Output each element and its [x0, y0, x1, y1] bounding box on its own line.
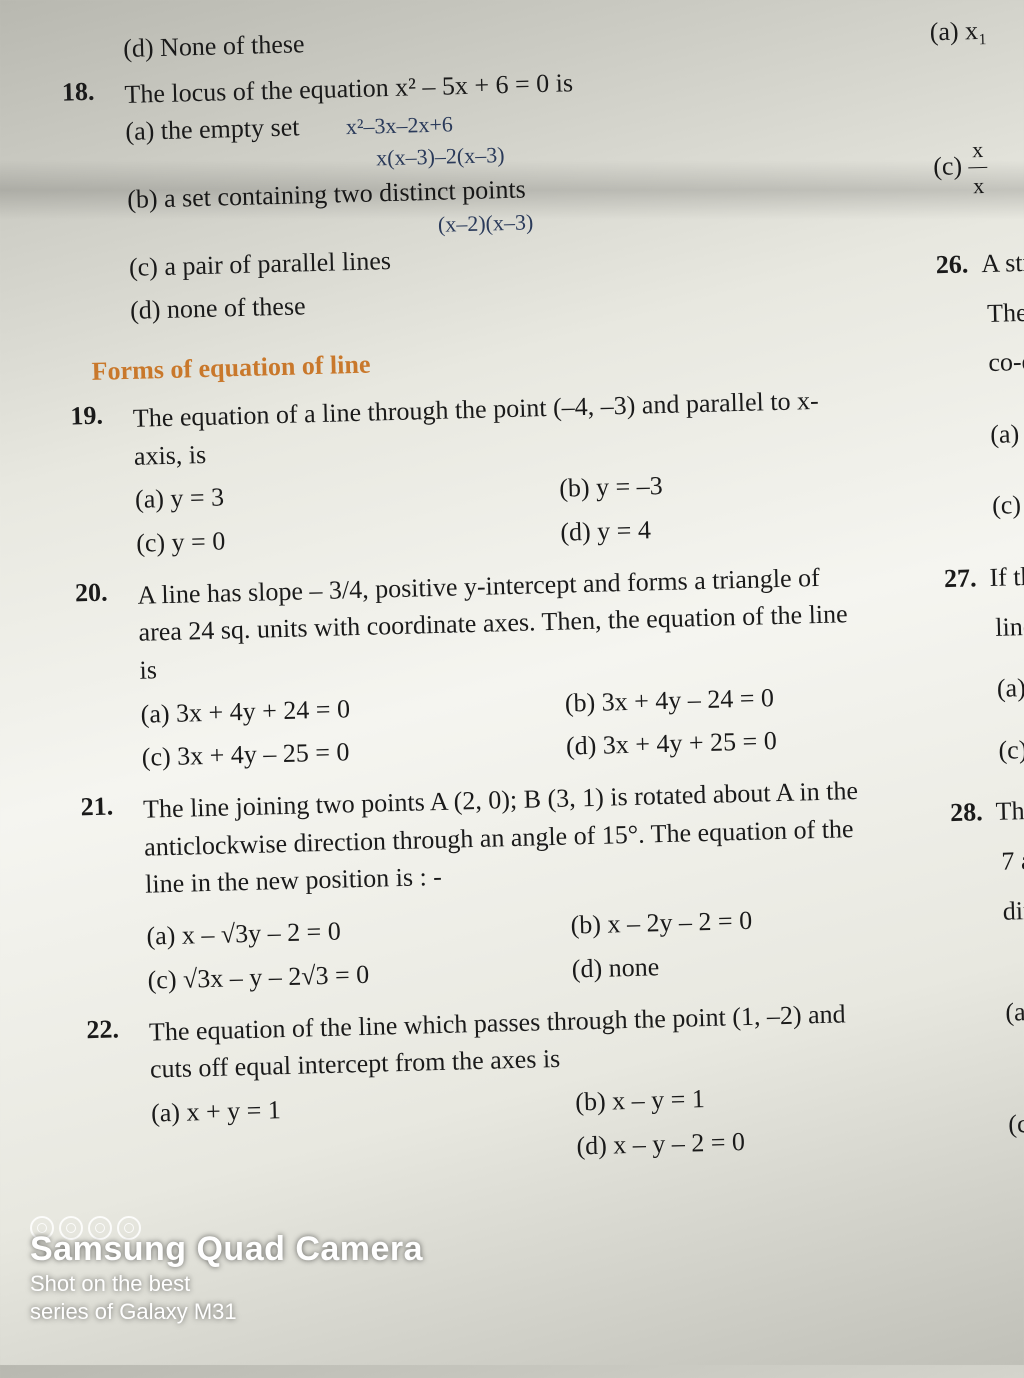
right-a5: (a)	[1005, 991, 1024, 1034]
q22-row: 22. The equation of the line which passe…	[59, 990, 1024, 1184]
right-28-a: Th	[995, 796, 1024, 826]
q18-a-label: (a) the empty set	[125, 113, 300, 147]
right-28-dir: dir	[1002, 889, 1024, 932]
right-26-coo: co-o	[988, 341, 1024, 384]
right-27-num: 27.	[944, 563, 977, 593]
right-28: 28. Th	[950, 790, 1024, 834]
right-28-7a: 7 a	[1001, 840, 1024, 883]
q19-row: 19. The equation of a line through the p…	[42, 377, 1020, 571]
section-heading: Forms of equation of line	[91, 333, 1015, 387]
q18-body: The locus of the equation x² – 5x + 6 = …	[124, 52, 1015, 335]
right-27-a: If th	[989, 562, 1024, 592]
right-a3: (a)	[996, 667, 1024, 710]
q19-option-a: (a) y = 3	[135, 470, 560, 519]
right-26-a: A stra	[981, 247, 1024, 278]
right-ax: (a) x	[990, 413, 1024, 456]
q21-options: (a) x – √3y – 2 = 0 (b) x – 2y – 2 = 0 (…	[146, 895, 1024, 1005]
right-26: 26. A stra	[935, 242, 1024, 286]
right-26-the: The	[987, 291, 1024, 334]
right-28-num: 28.	[950, 798, 983, 828]
right-c2: (c)	[992, 484, 1024, 527]
q20-option-d: (d) 3x + 4y + 25 = 0	[566, 717, 991, 766]
page-content: (d) None of these 18. The locus of the e…	[0, 0, 1024, 1378]
right-c4: (c)	[998, 728, 1024, 771]
q22-number: 22.	[59, 1013, 150, 1045]
right-27-line: line	[995, 605, 1024, 648]
q22-options: (a) x + y = 1 (b) x – y = 1 (d) x – y – …	[151, 1071, 1024, 1181]
q19-option-b: (b) y = –3	[559, 459, 984, 508]
q21-option-c: (c) √3x – y – 2√3 = 0	[147, 950, 572, 999]
q21-number: 21.	[53, 791, 144, 823]
spacer	[33, 30, 123, 32]
q21-option-b: (b) x – 2y – 2 = 0	[570, 896, 995, 945]
q18-number: 18.	[34, 76, 125, 108]
q22-text: The equation of the line which passes th…	[149, 994, 871, 1088]
q19-number: 19.	[42, 400, 133, 432]
q20-number: 20.	[47, 576, 138, 608]
right-26-num: 26.	[935, 249, 968, 279]
camera-sub2: series of Galaxy M31	[30, 1299, 423, 1325]
q21-text: The line joining two points A (2, 0); B …	[143, 772, 866, 904]
camera-brand: Samsung Quad Camera	[30, 1230, 423, 1269]
right-a-x1: (a) x₁	[929, 9, 1020, 53]
right-27: 27. If th	[943, 556, 1024, 600]
frac-bot: x	[969, 168, 989, 204]
q22-option-c-hidden	[152, 1127, 577, 1176]
q21-option-d: (d) none	[571, 939, 996, 988]
q18-handwriting-1: x²–3x–2x+6	[346, 112, 454, 140]
q19-body: The equation of a line through the point…	[132, 377, 1020, 569]
q22-option-d: (d) x – y – 2 = 0	[576, 1116, 1001, 1165]
frac-top: x	[968, 132, 988, 169]
q20-option-b: (b) 3x + 4y – 24 = 0	[564, 673, 989, 722]
q20-option-a: (a) 3x + 4y + 24 = 0	[140, 684, 565, 733]
q22-option-a: (a) x + y = 1	[151, 1083, 576, 1132]
q20-option-c: (c) 3x + 4y – 25 = 0	[141, 728, 566, 777]
q19-option-c: (c) y = 0	[136, 514, 561, 563]
q22-option-b: (b) x – y = 1	[575, 1072, 1000, 1121]
camera-watermark: Samsung Quad Camera Shot on the best ser…	[30, 1230, 423, 1325]
fraction: x x	[968, 132, 989, 204]
right-c6: (c	[1008, 1102, 1024, 1145]
q19-options: (a) y = 3 (b) y = –3 (c) y = 0 (d) y = 4	[135, 458, 1021, 568]
q20-options: (a) 3x + 4y + 24 = 0 (b) 3x + 4y – 24 = …	[140, 672, 1024, 782]
q20-row: 20. A line has slope – 3/4, positive y-i…	[47, 553, 1024, 785]
camera-sub1: Shot on the best	[30, 1271, 423, 1297]
right-c-label: (c)	[933, 151, 963, 181]
q20-body: A line has slope – 3/4, positive y-inter…	[137, 553, 1024, 783]
q21-row: 21. The line joining two points A (2, 0)…	[53, 768, 1024, 1008]
q22-body: The equation of the line which passes th…	[149, 990, 1024, 1182]
q19-text: The equation of a line through the point…	[132, 381, 854, 475]
q21-body: The line joining two points A (2, 0); B …	[143, 768, 1024, 1006]
q21-option-a: (a) x – √3y – 2 = 0	[146, 907, 571, 956]
right-c-frac: (c) x x	[932, 131, 1024, 205]
q20-text: A line has slope – 3/4, positive y-inter…	[137, 558, 860, 690]
q19-option-d: (d) y = 4	[560, 503, 985, 552]
q18-row: 18. The locus of the equation x² – 5x + …	[34, 52, 1014, 338]
